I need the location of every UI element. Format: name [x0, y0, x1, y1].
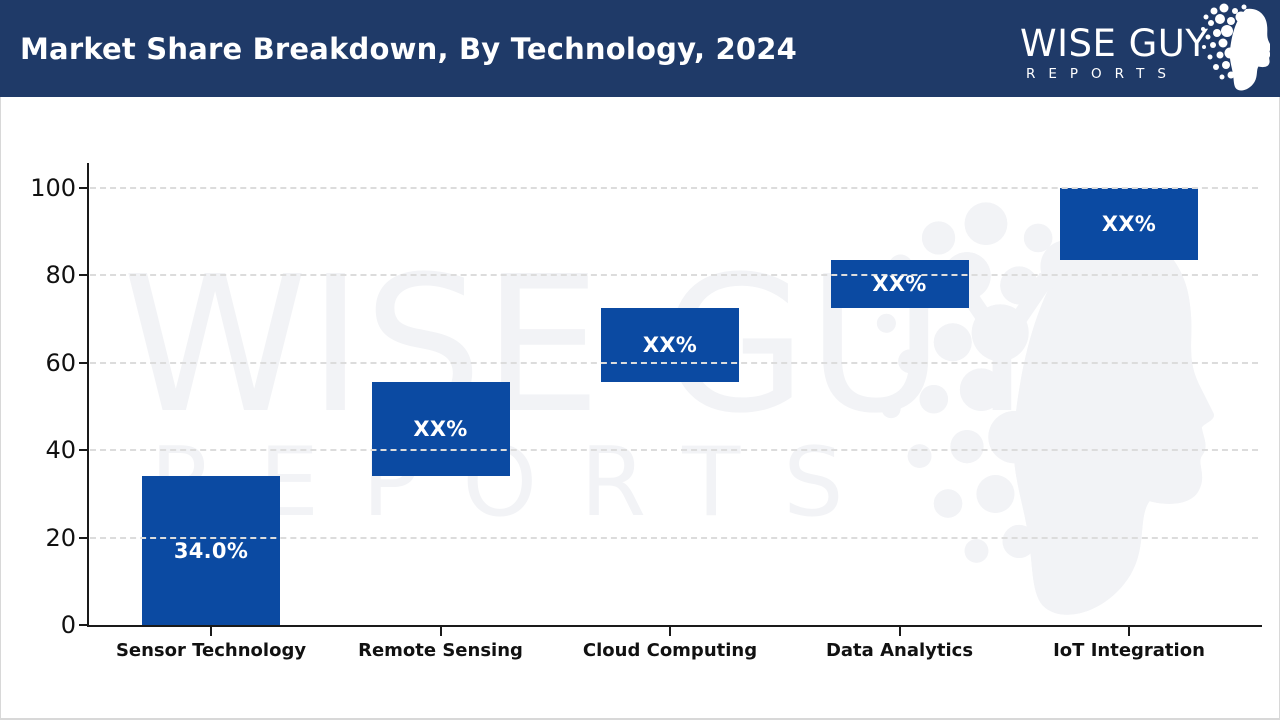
page-border-left [0, 97, 1, 720]
x-tick-mark-5 [1128, 627, 1130, 636]
bar-segment-2 [371, 382, 510, 477]
page-border-bottom [0, 718, 1280, 720]
x-tick-mark-1 [210, 627, 212, 636]
bar-segment-5 [1060, 188, 1198, 261]
gridline-40 [90, 449, 1258, 452]
y-tick-label-20: 20 [45, 523, 76, 552]
bar-segment-1 [142, 476, 280, 625]
x-axis-spine [87, 625, 1262, 627]
y-tick-label-100: 100 [30, 174, 76, 202]
logo-wordmark: WISE GUY [1020, 22, 1208, 65]
bar-value-label-2: XX% [413, 417, 468, 442]
x-tick-mark-4 [898, 627, 901, 636]
bar-value-label-5: XX% [1101, 212, 1157, 237]
y-axis-spine [87, 163, 89, 627]
y-tick-label-80: 80 [45, 261, 76, 290]
bar-value-label-3: XX% [642, 333, 698, 358]
bar-value-label-1: 34.0% [173, 538, 249, 563]
y-tick-label-60: 60 [45, 348, 76, 377]
dot-face-icon [1201, 3, 1270, 91]
gridline-60 [90, 361, 1258, 364]
gridline-20 [90, 536, 1258, 539]
gridline-100 [90, 187, 1258, 189]
bar-segment-4 [830, 260, 969, 309]
wise-guy-reports-logo: WISE GUY REPORTS [1020, 3, 1270, 91]
x-tick-label-5: IoT Integration [1053, 640, 1205, 661]
x-tick-mark-2 [439, 627, 442, 636]
y-tick-mark-20 [79, 536, 88, 539]
y-tick-mark-100 [79, 187, 88, 189]
page-title: Market Share Breakdown, By Technology, 2… [20, 31, 798, 66]
y-tick-mark-80 [79, 274, 88, 277]
y-tick-label-0: 0 [60, 611, 76, 639]
y-tick-mark-60 [79, 361, 88, 364]
x-tick-label-4: Data Analytics [825, 640, 974, 661]
y-tick-mark-0 [79, 624, 88, 626]
y-tick-mark-40 [79, 449, 88, 452]
bar-value-label-4: XX% [872, 272, 927, 297]
bar-segment-3 [601, 308, 739, 383]
logo-tagline: REPORTS [1026, 66, 1179, 82]
x-tick-label-1: Sensor Technology [115, 640, 307, 661]
gridline-80 [90, 274, 1258, 277]
x-tick-mark-3 [669, 627, 671, 636]
x-tick-label-3: Cloud Computing [582, 640, 758, 661]
y-tick-label-40: 40 [45, 436, 76, 465]
header-bar: Market Share Breakdown, By Technology, 2… [0, 0, 1280, 97]
x-tick-label-2: Remote Sensing [358, 640, 523, 661]
